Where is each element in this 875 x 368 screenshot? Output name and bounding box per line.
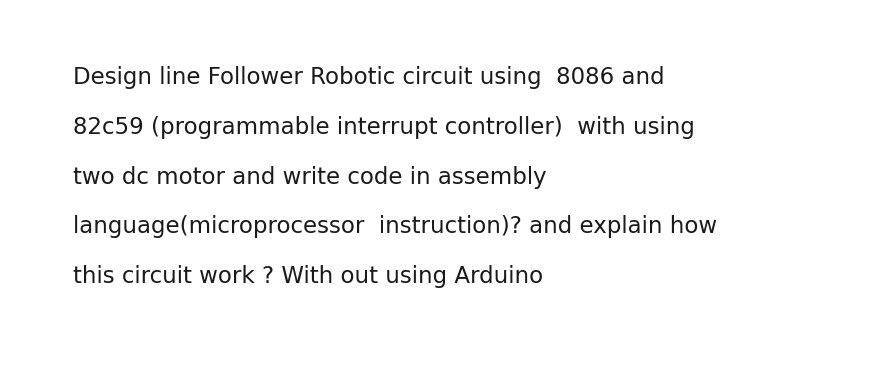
Text: two dc motor and write code in assembly: two dc motor and write code in assembly <box>73 166 546 189</box>
Text: 82c59 (programmable interrupt controller)  with using: 82c59 (programmable interrupt controller… <box>73 116 695 139</box>
Text: this circuit work ? With out using Arduino: this circuit work ? With out using Ardui… <box>73 265 542 288</box>
Text: Design line Follower Robotic circuit using  8086 and: Design line Follower Robotic circuit usi… <box>73 66 664 89</box>
Text: language(microprocessor  instruction)? and explain how: language(microprocessor instruction)? an… <box>73 215 717 238</box>
